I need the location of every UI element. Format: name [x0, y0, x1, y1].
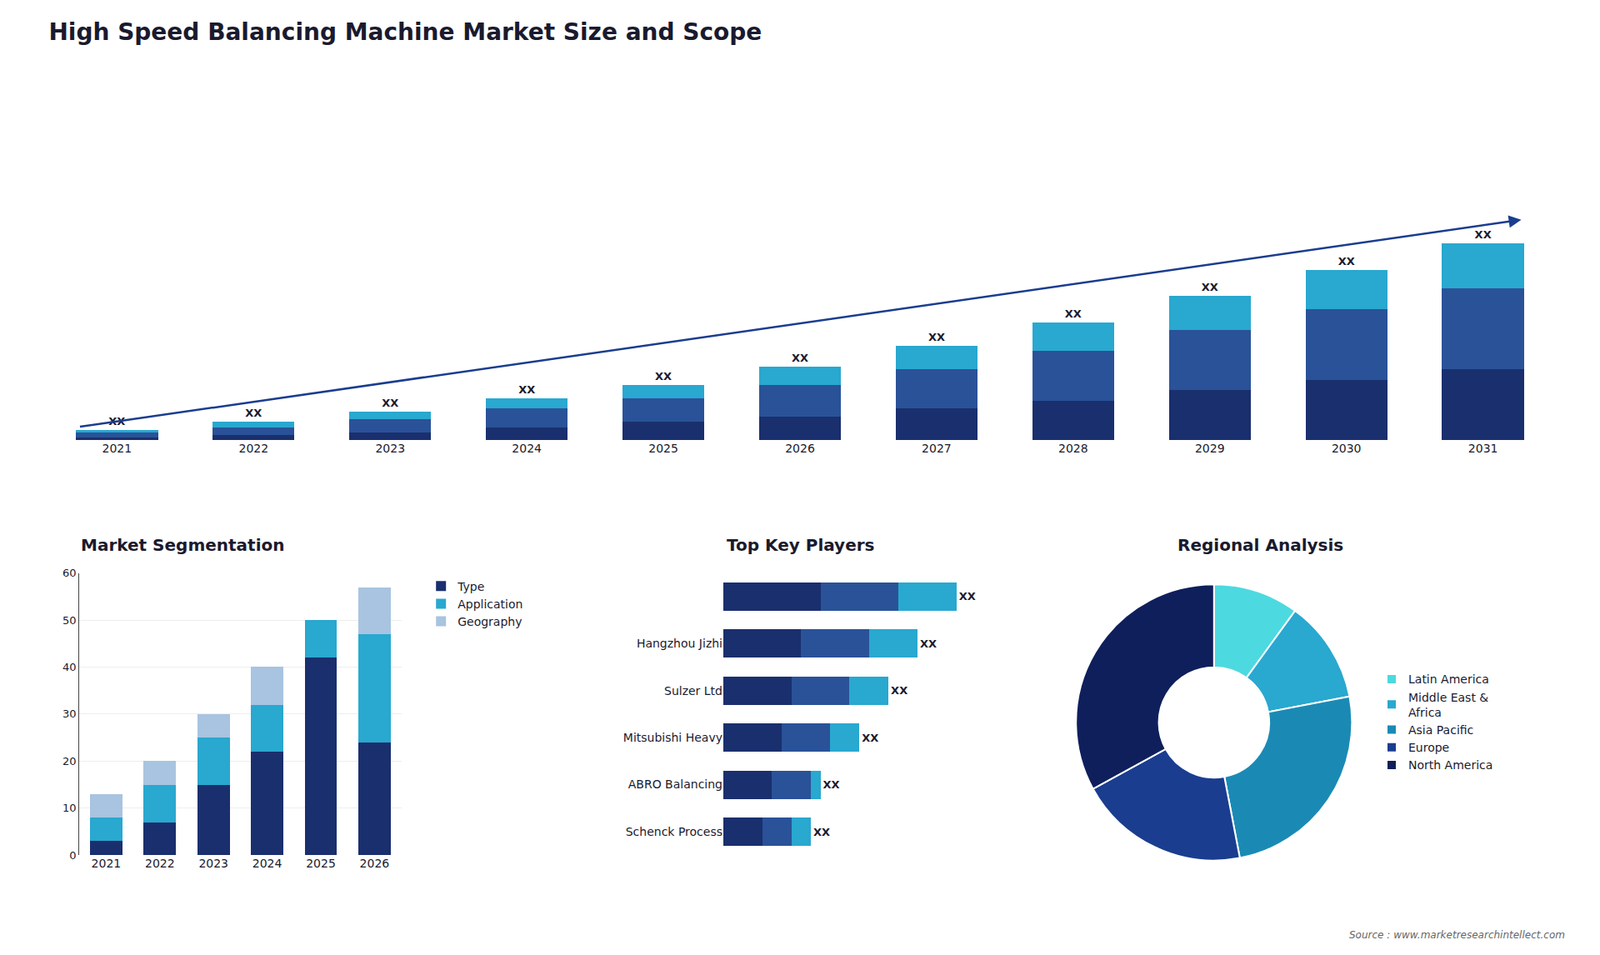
- svg-text:2025: 2025: [648, 441, 679, 455]
- svg-text:2024: 2024: [511, 441, 542, 455]
- svg-text:Mitsubishi Heavy: Mitsubishi Heavy: [623, 730, 723, 745]
- svg-text:60: 60: [62, 566, 77, 580]
- svg-text:Hangzhou Jizhi: Hangzhou Jizhi: [636, 636, 723, 650]
- svg-text:2030: 2030: [1331, 441, 1362, 455]
- svg-text:Sulzer Ltd: Sulzer Ltd: [664, 684, 723, 698]
- svg-text:XX: XX: [1475, 228, 1492, 241]
- svg-text:XX: XX: [791, 351, 809, 365]
- svg-text:10: 10: [62, 801, 77, 815]
- svg-text:XX: XX: [108, 415, 125, 428]
- svg-text:XX: XX: [1338, 255, 1355, 268]
- svg-text:XX: XX: [813, 825, 830, 839]
- svg-text:2028: 2028: [1058, 441, 1089, 455]
- svg-text:2026: 2026: [360, 856, 390, 870]
- svg-text:2022: 2022: [238, 441, 269, 455]
- svg-text:XX: XX: [823, 778, 840, 791]
- svg-text:ABRO Balancing: ABRO Balancing: [628, 777, 723, 791]
- svg-text:Geography: Geography: [457, 615, 522, 629]
- svg-text:Source : www.marketresearchint: Source : www.marketresearchintellect.com: [1349, 929, 1565, 941]
- svg-text:20: 20: [62, 755, 77, 768]
- svg-text:2021: 2021: [91, 856, 122, 870]
- svg-text:2031: 2031: [1468, 441, 1499, 455]
- svg-text:Latin America: Latin America: [1408, 672, 1490, 686]
- svg-text:40: 40: [62, 660, 77, 674]
- svg-text:XX: XX: [861, 731, 879, 745]
- svg-text:Application: Application: [457, 597, 523, 611]
- svg-text:Schenck Process: Schenck Process: [625, 825, 723, 839]
- svg-text:Europe: Europe: [1408, 740, 1450, 755]
- svg-text:2022: 2022: [145, 856, 175, 870]
- svg-text:XX: XX: [890, 684, 908, 697]
- svg-text:XX: XX: [1201, 280, 1219, 294]
- svg-text:XX: XX: [928, 330, 945, 344]
- svg-text:XX: XX: [518, 383, 535, 396]
- svg-text:30: 30: [62, 707, 77, 720]
- svg-text:Top Key Players: Top Key Players: [726, 535, 875, 555]
- svg-text:North America: North America: [1408, 758, 1493, 772]
- svg-text:XX: XX: [920, 637, 937, 650]
- svg-text:0: 0: [69, 849, 76, 862]
- svg-text:2029: 2029: [1195, 441, 1225, 455]
- svg-text:XX: XX: [655, 370, 672, 383]
- svg-text:XX: XX: [381, 396, 399, 410]
- svg-text:2023: 2023: [375, 441, 405, 455]
- svg-text:XX: XX: [959, 590, 976, 603]
- svg-text:50: 50: [62, 614, 77, 627]
- svg-text:Middle East &Africa: Middle East &Africa: [1408, 690, 1489, 720]
- svg-text:Regional Analysis: Regional Analysis: [1177, 535, 1344, 555]
- svg-text:XX: XX: [245, 406, 262, 420]
- svg-text:Market Segmentation: Market Segmentation: [80, 535, 285, 555]
- svg-text:2021: 2021: [102, 441, 133, 455]
- svg-text:2025: 2025: [305, 856, 336, 870]
- svg-text:2026: 2026: [785, 441, 815, 455]
- svg-text:Asia Pacific: Asia Pacific: [1408, 723, 1474, 737]
- svg-text:Type: Type: [456, 580, 485, 594]
- svg-text:High Speed Balancing Machine M: High Speed Balancing Machine Market Size…: [48, 18, 762, 46]
- svg-text:2024: 2024: [252, 856, 283, 870]
- svg-text:2023: 2023: [198, 856, 229, 870]
- svg-text:XX: XX: [1065, 307, 1082, 320]
- svg-text:2027: 2027: [921, 441, 952, 455]
